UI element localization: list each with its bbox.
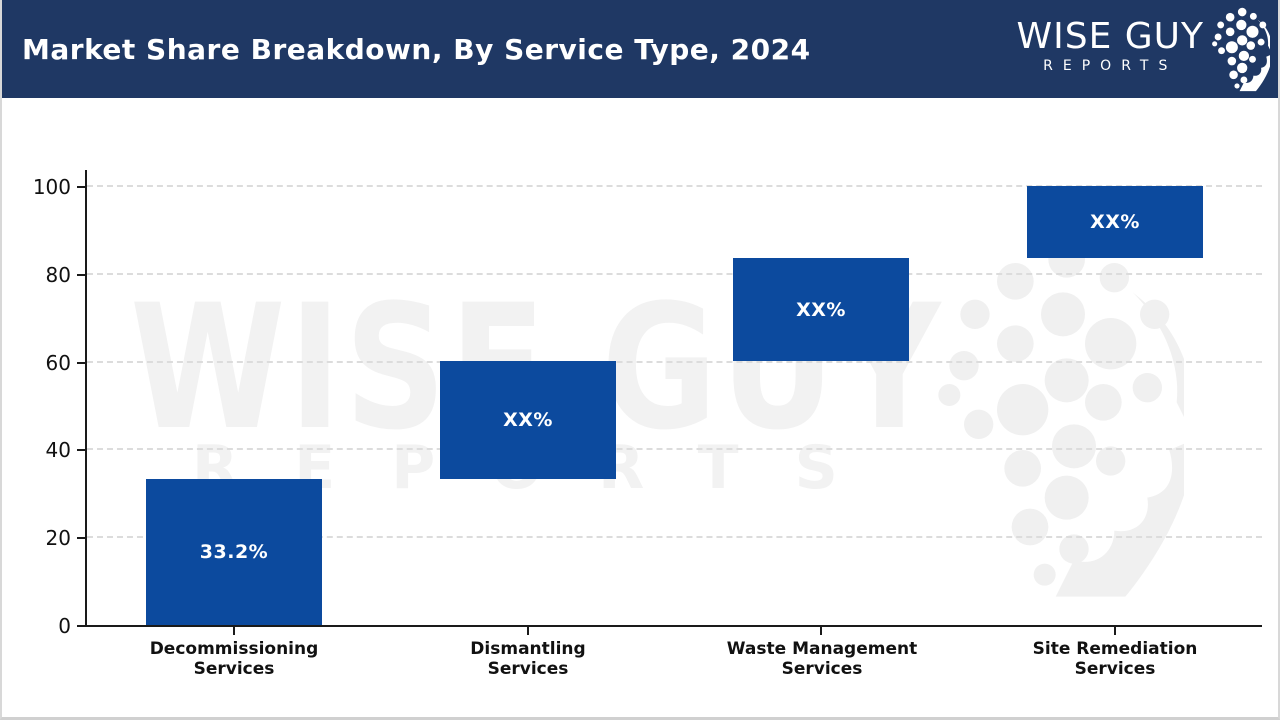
y-tick-mark-20 — [77, 537, 85, 540]
y-axis-line — [85, 170, 87, 627]
gridline-40 — [87, 448, 1262, 451]
bar-3: XX% — [1027, 186, 1203, 258]
gridline-80 — [87, 272, 1262, 275]
x-tick-mark-0 — [233, 627, 235, 635]
x-tick-label-line: Site Remediation — [1032, 639, 1198, 659]
y-tick-mark-40 — [77, 449, 85, 452]
x-tick-mark-1 — [527, 627, 529, 635]
header-band: Market Share Breakdown, By Service Type,… — [2, 0, 1278, 98]
y-tick-label-0: 0 — [58, 614, 71, 638]
x-tick-label-line: Services — [1074, 659, 1156, 679]
bar-2: XX% — [733, 257, 909, 362]
y-tick-mark-0 — [77, 625, 85, 627]
y-tick-label-20: 20 — [45, 526, 71, 551]
x-tick-label-0: Decommissioning Services — [87, 639, 381, 679]
x-tick-label-line: Waste Management — [726, 639, 918, 659]
gridline-60 — [87, 360, 1262, 363]
x-tick-label-line: Dismantling — [470, 639, 586, 659]
y-tick-label-100: 100 — [32, 175, 71, 199]
head-dots-icon — [1212, 7, 1270, 92]
x-tick-mark-3 — [1114, 627, 1116, 635]
x-tick-label-2: Waste Management Services — [675, 639, 969, 679]
x-tick-label-3: Site Remediation Services — [968, 639, 1262, 679]
logo-text: WISE GUY REPORTS — [1016, 16, 1205, 75]
x-axis-line — [85, 625, 1262, 627]
x-tick-label-line: Services — [193, 659, 275, 679]
bar-value-label: XX% — [796, 298, 846, 321]
bar-value-label: 33.2% — [199, 541, 269, 564]
page-title: Market Share Breakdown, By Service Type,… — [22, 32, 811, 66]
logo-subtext: REPORTS — [1043, 58, 1178, 74]
bar-value-label: XX% — [503, 409, 553, 432]
x-tick-label-1: Dismantling Services — [381, 639, 675, 679]
y-tick-mark-80 — [77, 273, 85, 276]
x-tick-mark-2 — [820, 627, 822, 635]
y-tick-mark-100 — [77, 186, 85, 188]
x-tick-label-line: Services — [781, 659, 863, 679]
brand-logo: WISE GUY REPORTS — [1012, 0, 1272, 98]
y-tick-label-40: 40 — [45, 438, 71, 463]
x-tick-label-line: Services — [487, 659, 569, 679]
gridline-100 — [87, 185, 1262, 187]
logo-wordmark: WISE GUY — [1016, 16, 1204, 57]
y-tick-label-60: 60 — [45, 350, 71, 375]
y-tick-mark-60 — [77, 361, 85, 364]
gridline-20 — [87, 536, 1262, 539]
bar-1: XX% — [440, 361, 616, 480]
bar-0: 33.2% — [146, 479, 322, 625]
y-tick-label-80: 80 — [45, 262, 71, 287]
watermark-head-icon — [938, 241, 1184, 597]
bar-value-label: XX% — [1090, 210, 1140, 233]
x-tick-label-line: Decommissioning — [149, 639, 319, 659]
